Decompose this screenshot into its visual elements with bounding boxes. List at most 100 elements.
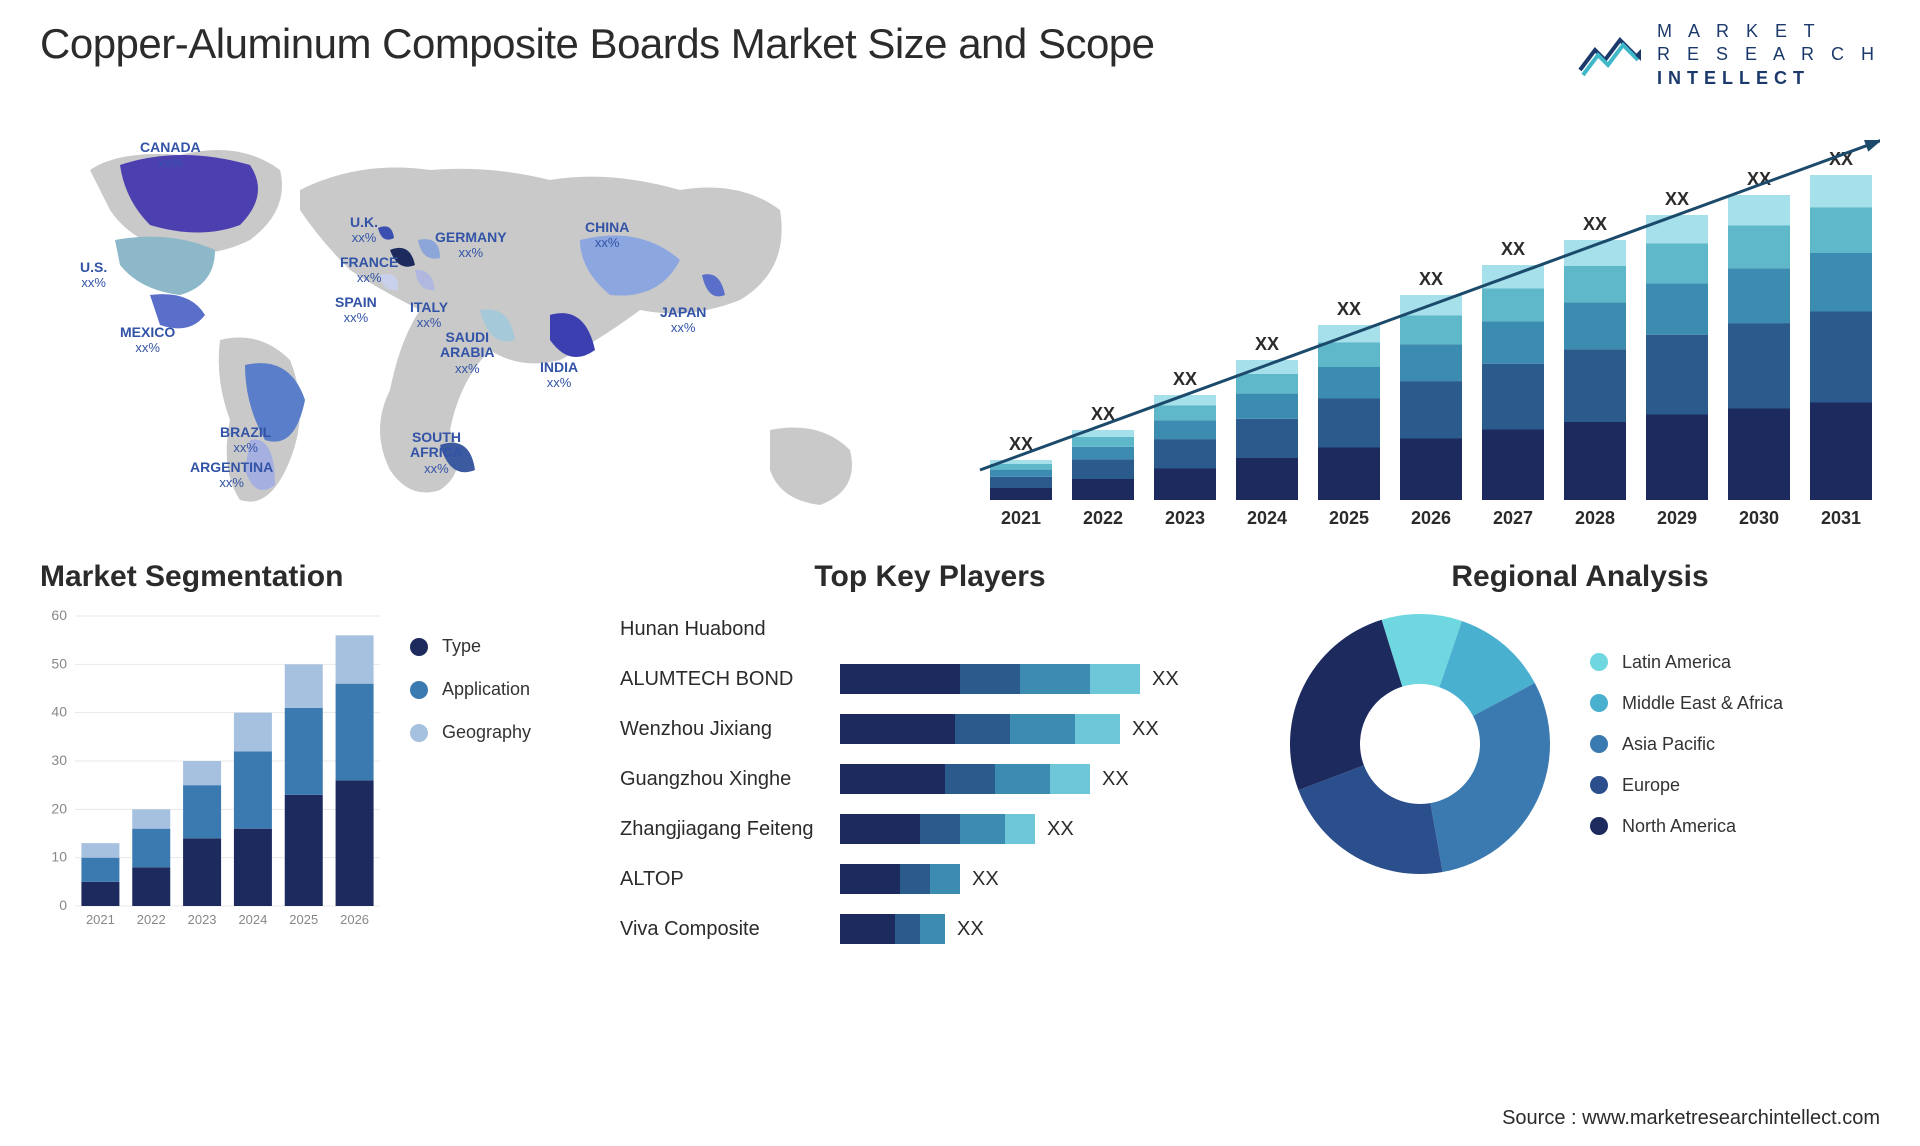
donut-legend: Latin America Middle East & Africa Asia Pa…	[1590, 652, 1783, 837]
map-label: JAPANxx%	[660, 305, 706, 336]
svg-text:XX: XX	[1583, 214, 1607, 234]
map-label: FRANCExx%	[340, 255, 398, 286]
svg-text:2025: 2025	[1329, 508, 1369, 528]
svg-text:20: 20	[51, 800, 67, 816]
regional-title: Regional Analysis	[1280, 560, 1880, 594]
players-rows: Hunan Huabond ALUMTECH BOND XX Wenzhou Jixi…	[620, 604, 1240, 954]
logo-line3: INTELLECT	[1657, 67, 1880, 90]
player-bar-segment	[1090, 664, 1140, 694]
player-bar-wrap: XX	[840, 764, 1240, 794]
legend-dot	[1590, 776, 1608, 794]
player-bar-segment	[1020, 664, 1090, 694]
legend-dot	[410, 724, 428, 742]
legend-label: North America	[1622, 816, 1736, 837]
svg-text:2026: 2026	[340, 912, 369, 927]
players-title: Top Key Players	[620, 560, 1240, 594]
player-bar-segment	[960, 814, 1005, 844]
player-bar-segment	[840, 914, 895, 944]
player-row: ALTOPXX	[620, 854, 1240, 904]
player-bar-segment	[840, 814, 920, 844]
donut-wrap: Latin America Middle East & Africa Asia Pa…	[1280, 604, 1880, 884]
logo: M A R K E T R E S E A R C H INTELLECT	[1575, 20, 1880, 90]
legend-label: Asia Pacific	[1622, 734, 1715, 755]
svg-text:2022: 2022	[137, 912, 166, 927]
player-bar	[840, 664, 1140, 694]
legend-item: Middle East & Africa	[1590, 693, 1783, 714]
legend-label: Latin America	[1622, 652, 1731, 673]
legend-item: Asia Pacific	[1590, 734, 1783, 755]
player-bar	[840, 864, 960, 894]
map-label: U.K.xx%	[350, 215, 378, 246]
svg-text:XX: XX	[1419, 269, 1443, 289]
player-bar-segment	[840, 714, 955, 744]
player-value: XX	[1047, 818, 1074, 841]
player-name: Guangzhou Xinghe	[620, 768, 840, 791]
players-section: Top Key Players Hunan Huabond ALUMTECH BO…	[620, 560, 1240, 980]
segmentation-title: Market Segmentation	[40, 560, 600, 594]
legend-dot	[410, 638, 428, 656]
legend-item: Type	[410, 636, 531, 657]
segmentation-section: Market Segmentation 01020304050602021202…	[40, 560, 600, 960]
player-row: ALUMTECH BOND XX	[620, 654, 1240, 704]
segmentation-legend: TypeApplicationGeography	[410, 636, 531, 743]
legend-item: Application	[410, 679, 531, 700]
player-bar-segment	[995, 764, 1050, 794]
segmentation-svg: 0102030405060202120222023202420252026	[40, 606, 390, 946]
legend-item: Europe	[1590, 775, 1783, 796]
legend-dot	[410, 681, 428, 699]
legend-dot	[1590, 817, 1608, 835]
player-bar-segment	[895, 914, 920, 944]
svg-text:2028: 2028	[1575, 508, 1615, 528]
player-name: Wenzhou Jixiang	[620, 718, 840, 741]
player-value: XX	[1102, 768, 1129, 791]
player-row: Wenzhou JixiangXX	[620, 704, 1240, 754]
map-label: ITALYxx%	[410, 300, 448, 331]
svg-text:2021: 2021	[86, 912, 115, 927]
svg-text:2027: 2027	[1493, 508, 1533, 528]
player-row: Hunan Huabond	[620, 604, 1240, 654]
player-bar-segment	[945, 764, 995, 794]
player-bar-segment	[1075, 714, 1120, 744]
svg-text:2025: 2025	[289, 912, 318, 927]
map-label: CHINAxx%	[585, 220, 629, 251]
svg-text:10: 10	[51, 849, 67, 865]
svg-text:XX: XX	[1255, 334, 1279, 354]
svg-text:2024: 2024	[1247, 508, 1287, 528]
player-bar-segment	[1005, 814, 1035, 844]
source-text: Source : www.marketresearchintellect.com	[1502, 1107, 1880, 1130]
player-name: Hunan Huabond	[620, 618, 840, 641]
player-bar-segment	[920, 914, 945, 944]
map-label: GERMANYxx%	[435, 230, 507, 261]
svg-text:2023: 2023	[188, 912, 217, 927]
player-bar-segment	[840, 764, 945, 794]
regional-section: Regional Analysis Latin America Middle Ea…	[1280, 560, 1880, 980]
svg-text:0: 0	[59, 897, 67, 913]
player-bar-wrap: XX	[840, 664, 1240, 694]
map-svg	[40, 110, 900, 530]
page-title: Copper-Aluminum Composite Boards Market …	[40, 20, 1155, 68]
player-value: XX	[1152, 668, 1179, 691]
legend-label: Middle East & Africa	[1622, 693, 1783, 714]
player-bar	[840, 764, 1090, 794]
svg-text:2022: 2022	[1083, 508, 1123, 528]
svg-text:60: 60	[51, 607, 67, 623]
player-row: Guangzhou Xinghe XX	[620, 754, 1240, 804]
player-name: ALTOP	[620, 868, 840, 891]
map-label: SAUDIARABIAxx%	[440, 330, 494, 376]
growth-chart: XX2021XX2022XX2023XX2024XX2025XX2026XX20…	[960, 120, 1880, 550]
svg-text:XX: XX	[1337, 299, 1361, 319]
player-bar-segment	[900, 864, 930, 894]
legend-dot	[1590, 694, 1608, 712]
svg-text:50: 50	[51, 655, 67, 671]
map-label: MEXICOxx%	[120, 325, 175, 356]
map-label: U.S.xx%	[80, 260, 107, 291]
map-label: CANADAxx%	[140, 140, 201, 171]
player-name: ALUMTECH BOND	[620, 668, 840, 691]
player-bar	[840, 714, 1120, 744]
growth-chart-svg: XX2021XX2022XX2023XX2024XX2025XX2026XX20…	[960, 120, 1880, 550]
map-label: SPAINxx%	[335, 295, 377, 326]
player-bar-segment	[840, 864, 900, 894]
player-bar-wrap: XX	[840, 814, 1240, 844]
svg-text:2023: 2023	[1165, 508, 1205, 528]
svg-text:XX: XX	[1173, 369, 1197, 389]
